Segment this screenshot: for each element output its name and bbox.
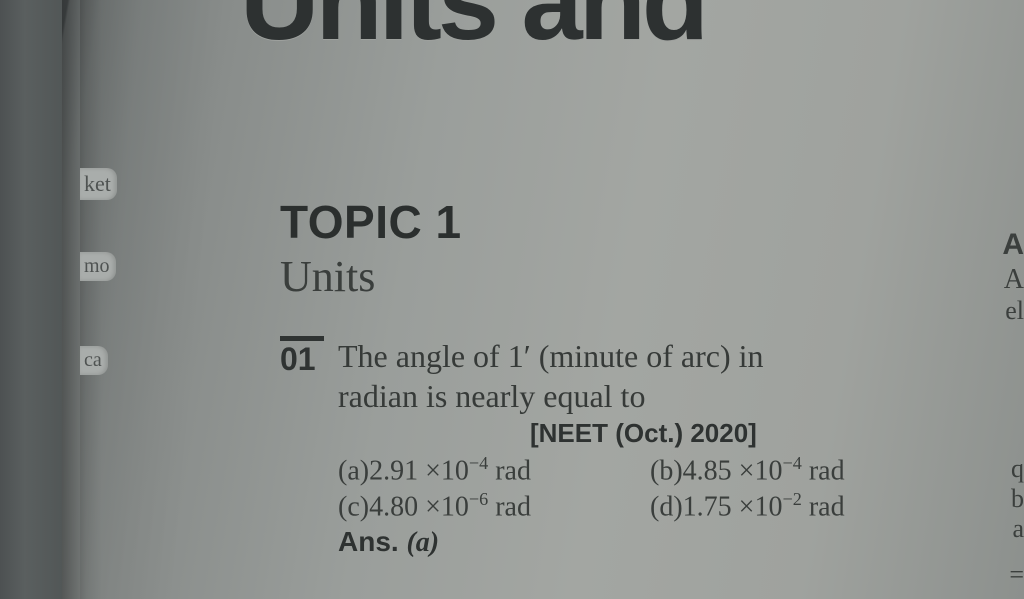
option-c-exp: −6 — [469, 489, 488, 509]
option-b-exp: −4 — [782, 453, 801, 473]
answer-prefix: Ans. — [338, 526, 399, 557]
option-b-label: (b) — [650, 455, 683, 486]
question-row: 01 The angle of 1′ (minute of arc) in ra… — [280, 336, 980, 416]
right-fragment-q: q — [1011, 454, 1024, 484]
option-b-coef: 4.85 — [683, 455, 732, 486]
option-d-label: (d) — [650, 492, 683, 523]
answer-line: Ans. (a) — [338, 526, 980, 559]
option-d: (d)1.75 ×10−2 rad — [650, 489, 950, 523]
left-tab-fragment: ket — [80, 168, 117, 200]
question-line-2: radian is nearly equal to — [338, 378, 645, 414]
page-surface: ket mo ca TOPIC 1 Units 01 The angle of 1′… — [80, 0, 1024, 599]
question-text: The angle of 1′ (minute of arc) in radia… — [338, 336, 764, 416]
question-source: [NEET (Oct.) 2020] — [530, 418, 980, 449]
topic-title: Units — [280, 251, 980, 302]
left-tab-fragment: mo — [80, 252, 116, 281]
option-d-coef: 1.75 — [683, 492, 732, 523]
topic-label: TOPIC 1 — [280, 195, 980, 249]
right-fragment-A1: A — [1002, 228, 1024, 262]
option-c-unit: rad — [495, 492, 531, 523]
option-d-unit: rad — [809, 492, 845, 523]
option-a-exp: −4 — [469, 453, 488, 473]
option-a-label: (a) — [338, 455, 369, 486]
left-page-edge — [0, 0, 62, 599]
right-fragment-el: el — [1005, 296, 1024, 326]
right-fragment-a: a — [1012, 514, 1024, 544]
question-line-1: The angle of 1′ (minute of arc) in — [338, 338, 764, 374]
right-fragment-A2: A — [1004, 264, 1024, 296]
option-a-unit: rad — [495, 455, 531, 486]
option-c: (c)4.80 ×10−6 rad — [338, 489, 638, 523]
question-number: 01 — [280, 336, 324, 375]
option-c-coef: 4.80 — [369, 492, 418, 523]
content-block: TOPIC 1 Units 01 The angle of 1′ (minute… — [280, 195, 980, 559]
right-fragment-eq: = — [1009, 560, 1024, 590]
options-grid: (a)2.91 ×10−4 rad (b)4.85 ×10−4 rad (c)4… — [338, 453, 980, 524]
option-b-unit: rad — [809, 455, 845, 486]
option-b: (b)4.85 ×10−4 rad — [650, 453, 950, 487]
option-d-exp: −2 — [782, 489, 801, 509]
right-fragment-b: b — [1011, 484, 1024, 514]
answer-letter: (a) — [406, 527, 439, 558]
left-tab-fragment: ca — [80, 346, 108, 375]
option-a: (a)2.91 ×10−4 rad — [338, 453, 638, 487]
option-a-coef: 2.91 — [369, 455, 418, 486]
option-c-label: (c) — [338, 492, 369, 523]
textbook-photo: Units and ketmoca TOPIC 1 Units 01 The a… — [0, 0, 1024, 599]
